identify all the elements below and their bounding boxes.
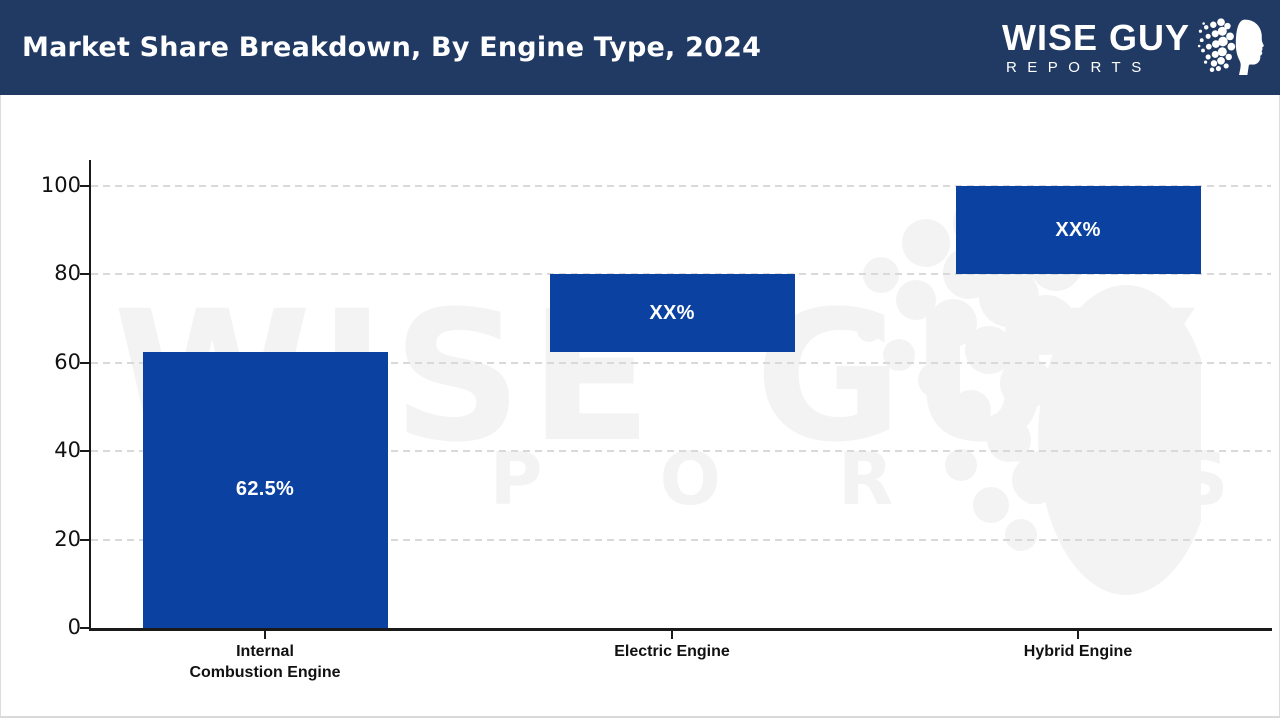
header-bar: Market Share Breakdown, By Engine Type, …: [0, 0, 1280, 95]
y-axis-line: [89, 160, 91, 631]
y-tick-mark: [80, 273, 89, 276]
x-tick-mark: [1077, 631, 1079, 639]
wise-guy-logo: WISE GUY REPORTS: [1002, 4, 1268, 92]
y-tick-label: 60: [54, 349, 81, 374]
bar-internal-combustion-engine: 62.5%: [142, 351, 388, 628]
bar-value-label: XX%: [1055, 218, 1101, 241]
bar-hybrid-engine: XX%: [955, 186, 1201, 275]
logo-subtitle: REPORTS: [1005, 59, 1152, 76]
gridline: [91, 361, 1271, 364]
x-tick-mark: [671, 631, 673, 639]
y-tick-mark: [80, 361, 89, 364]
gridline: [91, 538, 1271, 541]
bar-value-label: XX%: [649, 301, 695, 324]
dotted-face-icon: [1194, 4, 1268, 92]
logo-text: WISE GUY REPORTS: [1001, 17, 1190, 76]
gridline: [91, 185, 1271, 187]
y-tick-mark: [80, 538, 89, 541]
y-tick-mark: [80, 185, 89, 187]
logo-wordmark: WISE GUY: [1001, 17, 1190, 58]
x-axis-label-hybrid-engine: Hybrid Engine: [1023, 643, 1133, 660]
y-tick-label: 40: [54, 438, 81, 463]
y-tick-label: 100: [40, 173, 81, 197]
y-tick-mark: [80, 450, 89, 453]
y-tick-mark: [80, 627, 89, 629]
x-axis-line: [89, 628, 1272, 631]
bar-electric-engine: XX%: [549, 274, 795, 352]
x-axis-label-internal-combustion-engine: Internal Combustion Engine: [189, 643, 341, 681]
bar-value-label: 62.5%: [235, 478, 295, 501]
y-tick-label: 20: [54, 526, 81, 551]
chart-area: WISE GUY R E P O R T S 0 20 40 60 80 100 62.5%…: [0, 95, 1280, 718]
y-tick-label: 0: [67, 615, 81, 639]
page-title: Market Share Breakdown, By Engine Type, …: [22, 32, 762, 63]
x-axis-label-electric-engine: Electric Engine: [614, 643, 730, 660]
x-tick-mark: [264, 631, 266, 639]
y-tick-label: 80: [54, 261, 81, 286]
gridline: [91, 450, 1271, 453]
